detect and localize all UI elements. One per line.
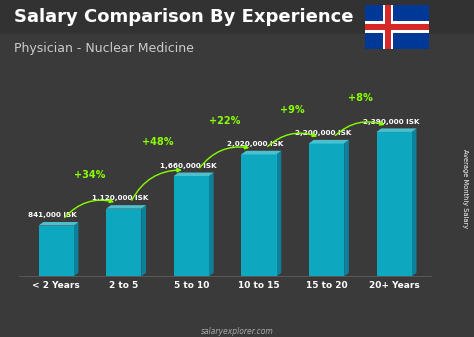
Polygon shape [309, 144, 344, 276]
Polygon shape [376, 128, 417, 132]
Text: 841,000 ISK: 841,000 ISK [28, 212, 77, 218]
Text: Physician - Nuclear Medicine: Physician - Nuclear Medicine [14, 42, 194, 55]
Polygon shape [106, 209, 141, 276]
Text: 1,120,000 ISK: 1,120,000 ISK [92, 195, 148, 201]
Polygon shape [241, 154, 276, 276]
Polygon shape [38, 225, 74, 276]
Polygon shape [344, 140, 349, 276]
Text: 2,020,000 ISK: 2,020,000 ISK [228, 141, 284, 147]
Polygon shape [383, 5, 393, 49]
Polygon shape [276, 151, 281, 276]
Text: +22%: +22% [210, 116, 241, 126]
Text: Average Monthly Salary: Average Monthly Salary [462, 149, 468, 228]
Text: +48%: +48% [142, 137, 173, 147]
Text: salaryexplorer.com: salaryexplorer.com [201, 327, 273, 336]
Polygon shape [74, 222, 79, 276]
Text: 2,200,000 ISK: 2,200,000 ISK [295, 130, 351, 136]
Text: Salary Comparison By Experience: Salary Comparison By Experience [14, 8, 354, 26]
Polygon shape [309, 140, 349, 144]
Polygon shape [174, 173, 214, 176]
Polygon shape [106, 205, 146, 209]
Text: +9%: +9% [281, 105, 305, 115]
Text: 1,660,000 ISK: 1,660,000 ISK [160, 163, 216, 169]
Text: +8%: +8% [348, 93, 373, 103]
Polygon shape [376, 132, 412, 276]
Polygon shape [365, 5, 429, 49]
Polygon shape [174, 176, 209, 276]
Text: 2,390,000 ISK: 2,390,000 ISK [363, 119, 419, 125]
Polygon shape [385, 5, 391, 49]
Polygon shape [209, 173, 214, 276]
Polygon shape [38, 222, 79, 225]
Text: +34%: +34% [74, 170, 106, 180]
Polygon shape [365, 24, 429, 30]
Polygon shape [412, 128, 417, 276]
Polygon shape [365, 21, 429, 33]
Polygon shape [141, 205, 146, 276]
Polygon shape [241, 151, 281, 154]
